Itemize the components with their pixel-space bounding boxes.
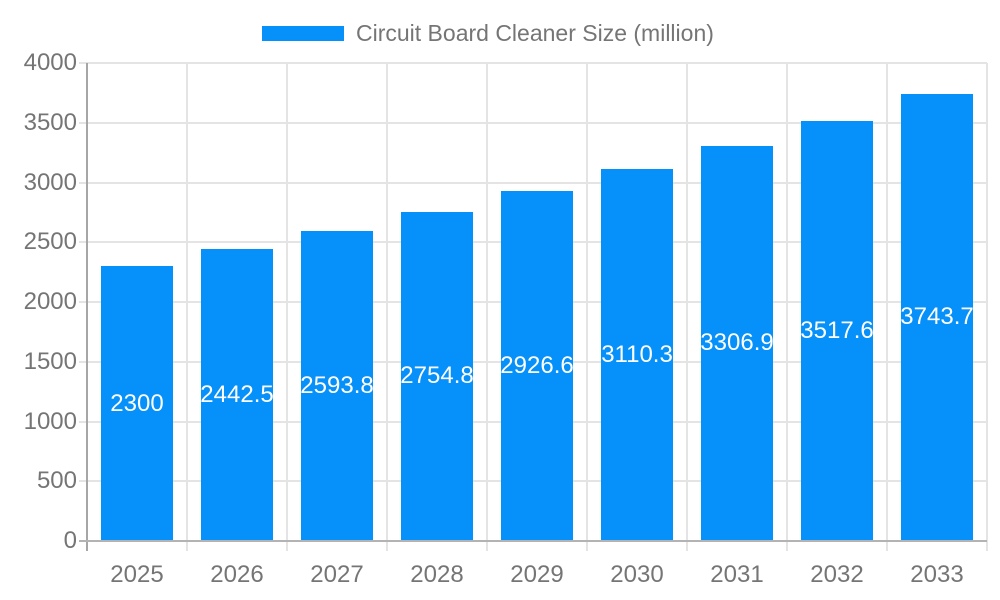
x-axis-tick-label: 2027 (310, 561, 364, 588)
y-axis-tick-label: 2500 (23, 228, 77, 256)
bar-2025[interactable] (101, 266, 173, 541)
x-gridline (386, 63, 388, 551)
y-gridline (79, 121, 987, 124)
x-gridline (686, 63, 688, 551)
chart-legend-item[interactable]: Circuit Board Cleaner Size (million) (262, 18, 714, 48)
bar-value-label: 3306.9 (700, 329, 774, 357)
y-axis-line (86, 63, 88, 551)
bar-value-label: 3110.3 (601, 341, 673, 369)
x-gridline (486, 63, 488, 551)
bar-2026[interactable] (201, 249, 273, 541)
chart-title: Circuit Board Cleaner Size (million) (356, 20, 714, 46)
y-gridline (79, 181, 987, 184)
x-axis-tick-label: 2032 (810, 561, 864, 588)
bar-2030[interactable] (601, 169, 673, 541)
x-gridline (586, 63, 588, 551)
y-axis-tick-label: 2000 (23, 288, 77, 315)
x-axis-tick-label: 2029 (510, 561, 564, 588)
x-gridline (286, 63, 288, 551)
x-gridline (786, 63, 788, 551)
bar-2029[interactable] (501, 191, 573, 541)
y-axis-tick-label: 500 (36, 467, 77, 495)
bar-value-label: 2442.5 (200, 381, 274, 409)
bar-2033[interactable] (901, 93, 973, 541)
bar-value-label: 2593.8 (300, 372, 374, 400)
bar-value-label: 2300 (110, 389, 164, 417)
bar-2027[interactable] (301, 231, 373, 541)
y-axis-tick-label: 1500 (23, 347, 77, 375)
x-axis-tick-label: 2030 (610, 561, 664, 588)
bar-value-label: 3517.6 (800, 316, 874, 344)
legend-color-swatch (262, 25, 344, 41)
x-gridline (986, 63, 988, 551)
y-axis-tick-label: 4000 (23, 49, 77, 76)
bar-value-label: 3743.7 (900, 303, 974, 331)
x-axis-tick-label: 2031 (710, 561, 764, 588)
bar-value-label: 2754.8 (400, 362, 474, 390)
x-axis-baseline (79, 540, 987, 542)
y-axis-tick-label: 0 (63, 527, 77, 554)
y-axis-tick-label: 1000 (23, 407, 77, 435)
x-gridline (186, 63, 188, 551)
y-axis-tick-label: 3000 (23, 168, 77, 196)
y-gridline (79, 62, 987, 64)
y-axis-tick-label: 3500 (23, 108, 77, 136)
bar-2028[interactable] (401, 211, 473, 541)
bar-2032[interactable] (801, 120, 873, 541)
x-axis-tick-label: 2026 (210, 561, 264, 588)
x-gridline (886, 63, 888, 551)
bar-2031[interactable] (701, 145, 773, 541)
x-axis-tick-label: 2025 (110, 561, 164, 588)
x-axis-tick-label: 2028 (410, 561, 464, 588)
bar-value-label: 2926.6 (500, 352, 574, 380)
x-axis-tick-label: 2033 (910, 561, 964, 588)
